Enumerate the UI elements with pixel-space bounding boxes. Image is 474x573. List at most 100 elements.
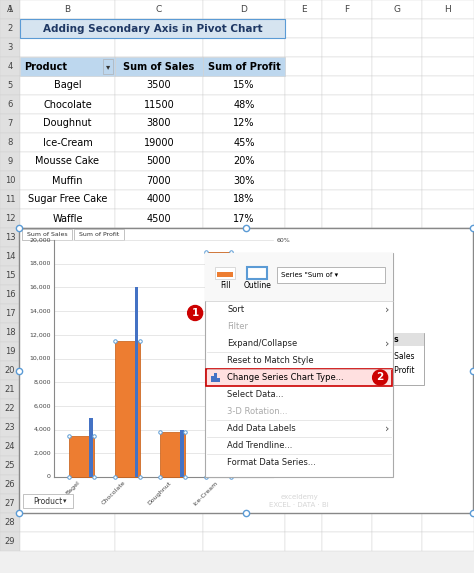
Bar — [0, 323, 20, 342]
Text: 19: 19 — [5, 347, 15, 356]
Bar — [285, 494, 322, 513]
Text: E: E — [301, 5, 306, 14]
Bar — [322, 532, 372, 551]
Text: ▾: ▾ — [106, 62, 110, 71]
Bar — [115, 323, 203, 342]
Text: Values: Values — [371, 335, 399, 344]
Bar — [0, 190, 20, 209]
Text: ›: › — [385, 423, 389, 434]
Text: Bagel: Bagel — [54, 80, 82, 91]
Bar — [20, 133, 115, 152]
Text: Ice-Cream: Ice-Cream — [192, 480, 219, 507]
Text: 4000: 4000 — [147, 194, 171, 205]
Bar — [422, 247, 474, 266]
Bar — [322, 19, 372, 38]
Bar — [422, 494, 474, 513]
Bar — [20, 209, 115, 228]
Text: Ice-Cream: Ice-Cream — [43, 138, 92, 147]
Bar — [422, 342, 474, 361]
Bar — [422, 456, 474, 475]
Bar — [422, 57, 474, 76]
Text: 26: 26 — [5, 480, 15, 489]
Bar — [322, 266, 372, 285]
Bar — [20, 361, 115, 380]
Bar — [422, 475, 474, 494]
Bar — [20, 323, 115, 342]
Text: 8: 8 — [7, 138, 13, 147]
Bar — [115, 418, 203, 437]
Circle shape — [188, 305, 203, 320]
Bar — [115, 247, 203, 266]
Text: 0%: 0% — [276, 474, 286, 480]
Bar — [20, 475, 115, 494]
Bar — [422, 266, 474, 285]
Text: Sum of Profit: Sum of Profit — [208, 61, 281, 72]
Text: 45%: 45% — [233, 138, 255, 147]
Bar — [372, 114, 422, 133]
Bar — [203, 57, 285, 76]
Text: 22: 22 — [5, 404, 15, 413]
Text: 15%: 15% — [233, 80, 255, 91]
Bar — [20, 57, 115, 76]
Text: Outline: Outline — [243, 281, 271, 291]
Bar — [0, 342, 20, 361]
Bar — [203, 38, 285, 57]
Bar — [115, 513, 203, 532]
Text: 0: 0 — [47, 474, 51, 480]
Text: 20%: 20% — [233, 156, 255, 167]
Text: 29: 29 — [5, 537, 15, 546]
Bar — [322, 152, 372, 171]
Bar — [422, 171, 474, 190]
Bar — [115, 437, 203, 456]
Bar — [285, 475, 322, 494]
Bar — [372, 361, 422, 380]
Text: 24: 24 — [5, 442, 15, 451]
Bar — [372, 76, 422, 95]
Bar — [203, 380, 285, 399]
Bar — [0, 171, 20, 190]
Text: Add Trendline...: Add Trendline... — [227, 441, 292, 450]
Bar — [203, 304, 285, 323]
Bar — [322, 133, 372, 152]
Bar — [322, 399, 372, 418]
Text: 1: 1 — [191, 308, 199, 318]
Bar — [203, 361, 285, 380]
Bar — [20, 266, 115, 285]
Bar — [203, 228, 285, 247]
Bar — [0, 38, 20, 57]
Bar — [20, 513, 115, 532]
Text: ▾: ▾ — [63, 498, 67, 504]
Text: Muffin: Muffin — [52, 175, 83, 186]
Bar — [0, 418, 20, 437]
Bar — [203, 475, 285, 494]
Bar — [322, 437, 372, 456]
Text: 6: 6 — [7, 100, 13, 109]
Bar — [20, 19, 285, 38]
Bar — [285, 114, 322, 133]
Bar — [285, 418, 322, 437]
Bar — [285, 76, 322, 95]
Text: Doughnut: Doughnut — [43, 119, 92, 128]
Bar — [203, 114, 285, 133]
Bar — [0, 304, 20, 323]
Text: 11: 11 — [5, 195, 15, 204]
Bar — [422, 437, 474, 456]
Bar — [20, 38, 115, 57]
Bar — [0, 76, 20, 95]
Bar — [23, 494, 73, 508]
Bar — [372, 190, 422, 209]
Bar — [322, 418, 372, 437]
Bar — [115, 380, 203, 399]
Text: 30%: 30% — [233, 175, 255, 186]
Bar — [346, 333, 424, 386]
Bar — [115, 171, 203, 190]
Bar — [372, 532, 422, 551]
Text: 10%: 10% — [276, 435, 290, 440]
Bar — [0, 494, 20, 513]
Text: 7: 7 — [7, 119, 13, 128]
Bar — [351, 352, 361, 360]
Text: Sum of Profit: Sum of Profit — [79, 232, 119, 237]
Text: Sum of Sales: Sum of Sales — [27, 232, 67, 237]
Text: 27: 27 — [5, 499, 15, 508]
Bar — [247, 267, 267, 279]
